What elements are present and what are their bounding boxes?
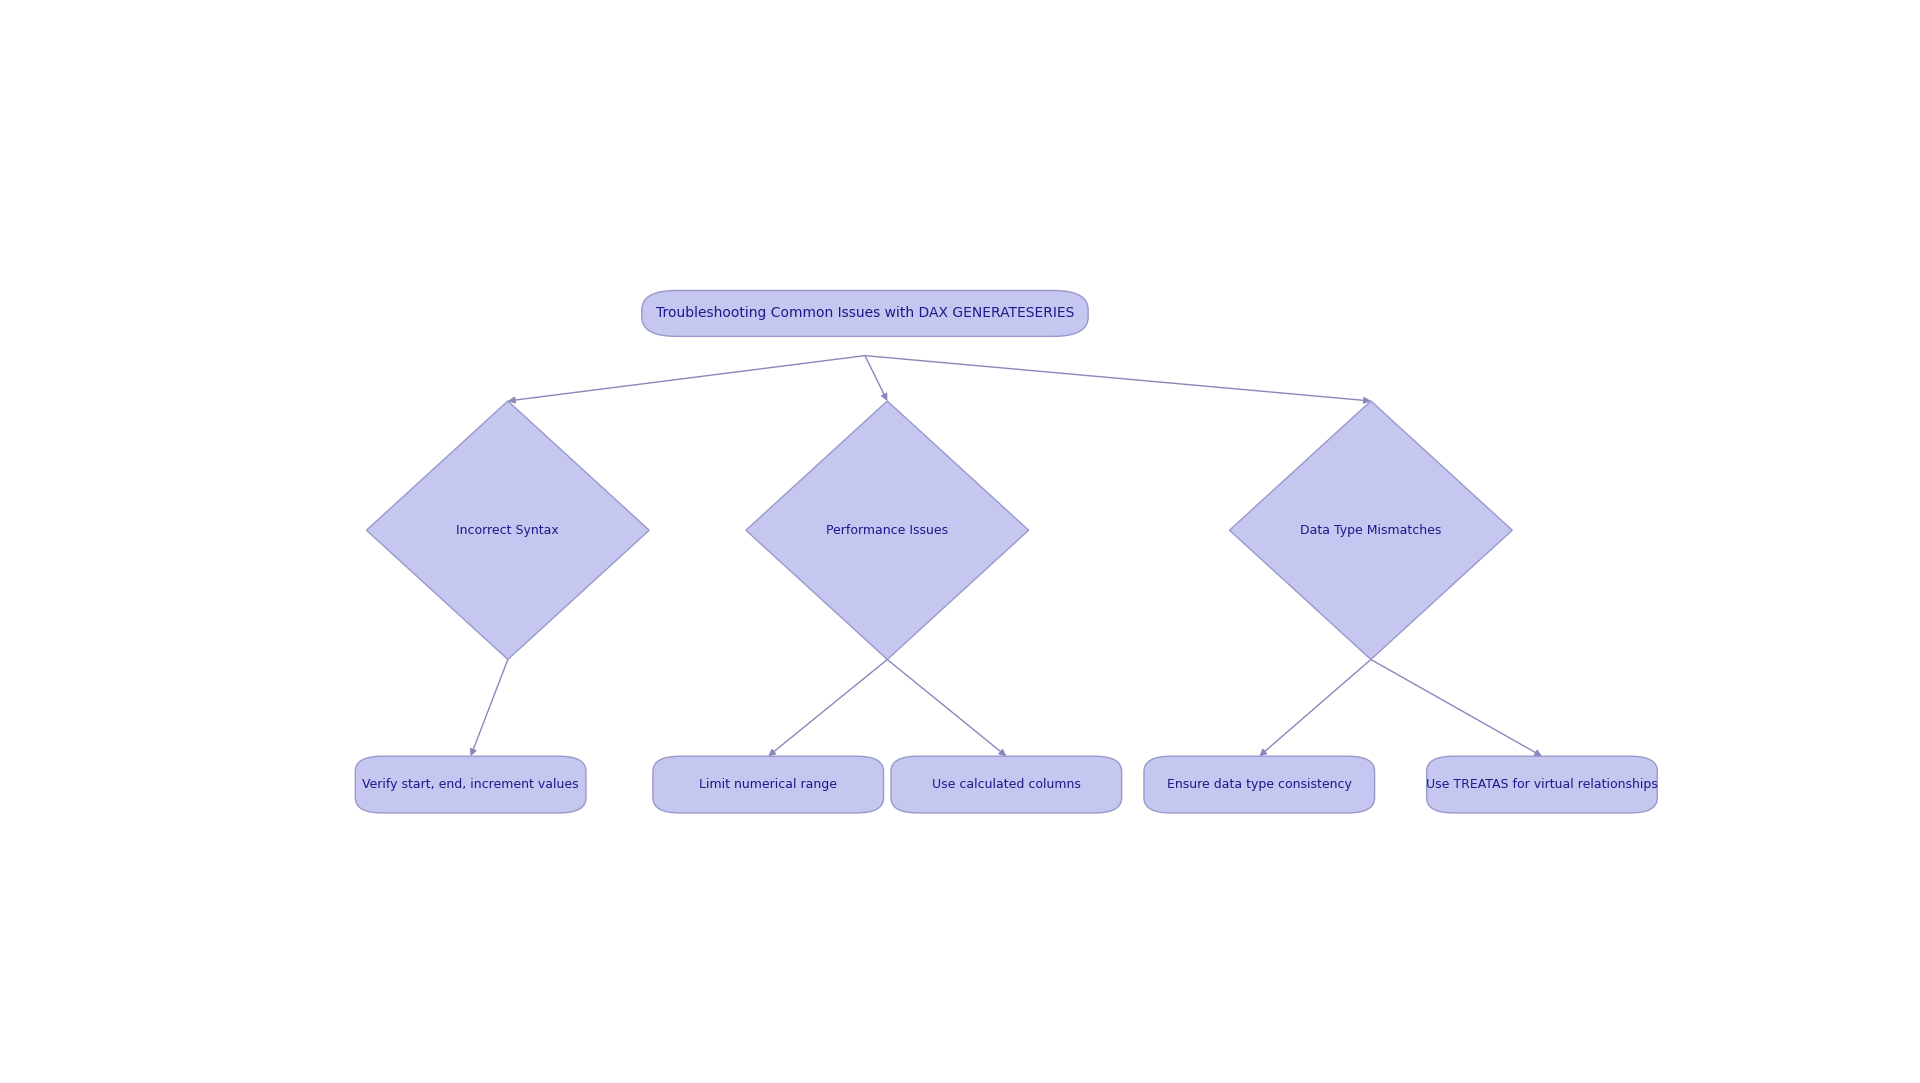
Text: Incorrect Syntax: Incorrect Syntax: [457, 524, 559, 537]
Text: Troubleshooting Common Issues with DAX GENERATESERIES: Troubleshooting Common Issues with DAX G…: [657, 306, 1073, 321]
Text: Limit numerical range: Limit numerical range: [699, 778, 837, 791]
Text: Use calculated columns: Use calculated columns: [931, 778, 1081, 791]
Polygon shape: [367, 401, 649, 660]
Polygon shape: [1229, 401, 1513, 660]
FancyBboxPatch shape: [1427, 756, 1657, 813]
Polygon shape: [745, 401, 1029, 660]
Text: Verify start, end, increment values: Verify start, end, increment values: [363, 778, 580, 791]
FancyBboxPatch shape: [355, 756, 586, 813]
FancyBboxPatch shape: [1144, 756, 1375, 813]
FancyBboxPatch shape: [653, 756, 883, 813]
FancyBboxPatch shape: [641, 290, 1089, 337]
Text: Ensure data type consistency: Ensure data type consistency: [1167, 778, 1352, 791]
FancyBboxPatch shape: [891, 756, 1121, 813]
Text: Data Type Mismatches: Data Type Mismatches: [1300, 524, 1442, 537]
Text: Performance Issues: Performance Issues: [826, 524, 948, 537]
Text: Use TREATAS for virtual relationships: Use TREATAS for virtual relationships: [1427, 778, 1657, 791]
